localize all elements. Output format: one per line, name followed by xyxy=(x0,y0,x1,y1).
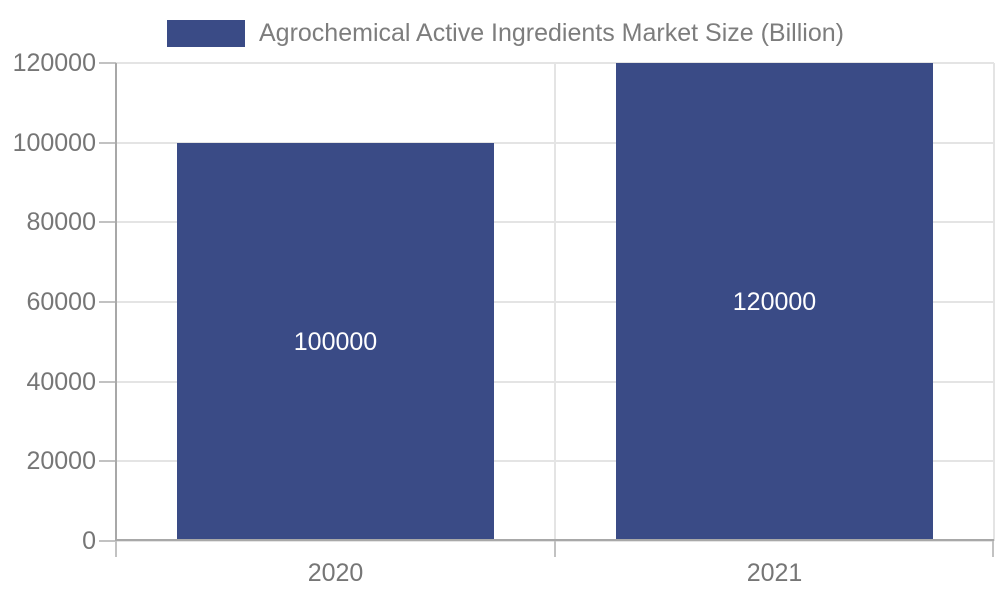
y-tick xyxy=(99,540,116,542)
y-tick-label: 120000 xyxy=(12,49,96,77)
chart-legend: Agrochemical Active Ingredients Market S… xyxy=(167,20,844,47)
v-gridline xyxy=(993,63,995,541)
y-tick xyxy=(99,62,116,64)
y-tick xyxy=(99,380,116,383)
y-tick-label: 40000 xyxy=(26,367,96,396)
y-tick-label: 0 xyxy=(82,527,96,555)
x-tick-label: 2020 xyxy=(307,559,364,587)
y-tick-label: 20000 xyxy=(26,447,96,476)
bar xyxy=(177,142,494,541)
y-tick xyxy=(99,460,116,463)
y-tick-label: 80000 xyxy=(26,208,96,237)
y-axis-line xyxy=(115,63,117,541)
x-tick xyxy=(115,541,117,557)
plot-area: 0 20000 40000 60000 80000 100000 120000 100000 2… xyxy=(13,50,995,586)
y-tick-label: 100000 xyxy=(12,128,96,157)
x-tick-label: 2021 xyxy=(746,559,803,587)
legend-swatch xyxy=(167,20,245,47)
bar xyxy=(616,63,933,541)
legend-label: Agrochemical Active Ingredients Market S… xyxy=(259,19,844,47)
y-tick xyxy=(99,141,116,144)
bar-value-label: 120000 xyxy=(732,288,817,316)
x-tick xyxy=(992,541,994,557)
x-axis-line xyxy=(116,539,994,541)
v-gridline xyxy=(554,63,556,541)
y-tick-label: 60000 xyxy=(26,288,96,316)
y-tick xyxy=(99,301,116,303)
y-tick xyxy=(99,221,116,224)
bar-value-label: 100000 xyxy=(293,327,378,356)
x-tick xyxy=(554,541,556,557)
